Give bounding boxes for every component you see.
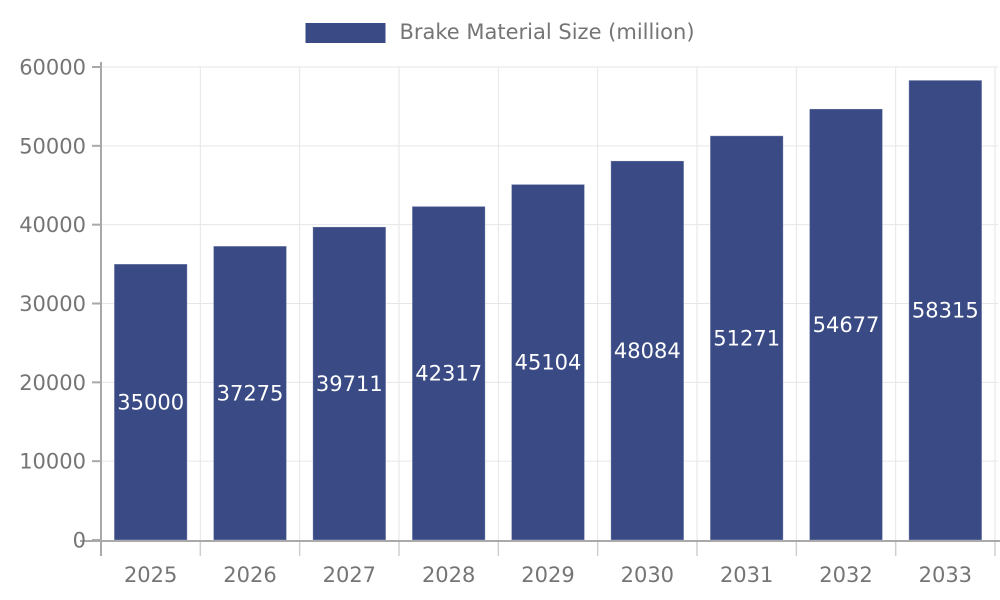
bar-2032 xyxy=(809,108,883,541)
bar-2030 xyxy=(610,160,685,541)
x-tick-label: 2027 xyxy=(323,563,376,587)
x-tick-label: 2031 xyxy=(720,563,773,587)
x-tick-label: 2025 xyxy=(124,563,177,587)
bar-value-label: 35000 xyxy=(117,391,184,415)
y-tick-label: 0 xyxy=(73,529,86,553)
bar-value-label: 51271 xyxy=(713,326,780,350)
bar-value-label: 37275 xyxy=(217,382,284,406)
legend-label: Brake Material Size (million) xyxy=(399,20,695,44)
bar-2031 xyxy=(709,135,784,541)
x-tick-label: 2032 xyxy=(819,563,872,587)
bar-value-label: 39711 xyxy=(316,372,383,396)
x-tick-label: 2030 xyxy=(621,563,674,587)
bar-value-label: 54677 xyxy=(813,313,880,337)
y-tick-label: 10000 xyxy=(19,450,86,474)
bar-2028 xyxy=(411,205,486,541)
x-tick-label: 2026 xyxy=(223,563,276,587)
x-tick-label: 2029 xyxy=(521,563,574,587)
bar-value-label: 42317 xyxy=(415,362,482,386)
legend-swatch xyxy=(305,22,386,43)
legend-item[interactable]: Brake Material Size (million) xyxy=(305,20,695,44)
bar-2027 xyxy=(312,226,387,541)
bar-2025 xyxy=(113,263,188,541)
x-tick-label: 2028 xyxy=(422,563,475,587)
bar-value-label: 48084 xyxy=(614,339,681,363)
bar-value-label: 58315 xyxy=(912,299,979,323)
y-tick-label: 50000 xyxy=(19,134,86,158)
y-tick-label: 30000 xyxy=(19,292,86,316)
y-tick-label: 40000 xyxy=(19,213,86,237)
bar-value-label: 45104 xyxy=(515,351,582,375)
bar-2029 xyxy=(511,183,585,541)
x-tick-label: 2033 xyxy=(919,563,972,587)
bar-2033 xyxy=(908,79,983,541)
y-tick-label: 20000 xyxy=(19,371,86,395)
bar-2026 xyxy=(213,245,287,541)
y-tick-label: 60000 xyxy=(19,56,86,80)
